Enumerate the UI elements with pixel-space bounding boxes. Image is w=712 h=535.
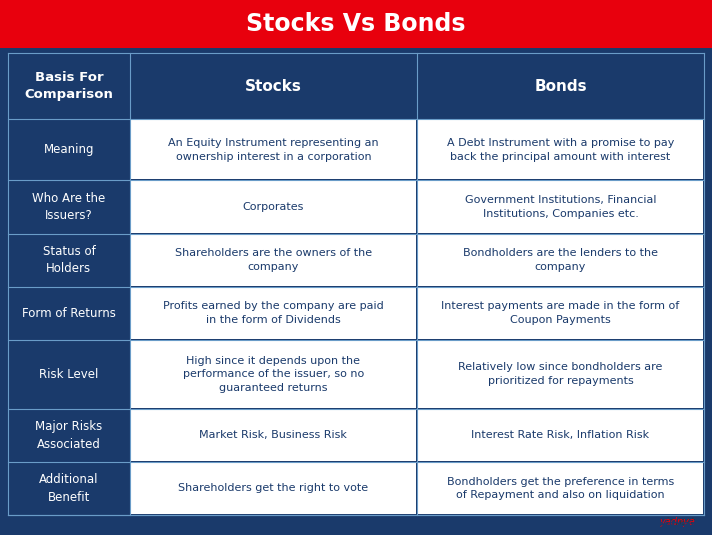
Bar bbox=[9, 410, 129, 461]
Bar bbox=[0, 0, 712, 48]
Text: Government Institutions, Financial
Institutions, Companies etc.: Government Institutions, Financial Insti… bbox=[465, 195, 656, 219]
Bar bbox=[418, 463, 703, 514]
Text: Additional
Benefit: Additional Benefit bbox=[39, 473, 99, 503]
Text: Stocks Vs Bonds: Stocks Vs Bonds bbox=[246, 12, 466, 36]
Text: Basis For
Comparison: Basis For Comparison bbox=[24, 71, 113, 102]
Text: Stocks: Stocks bbox=[245, 79, 302, 94]
Text: Risk Level: Risk Level bbox=[39, 368, 98, 381]
Text: Interest payments are made in the form of
Coupon Payments: Interest payments are made in the form o… bbox=[441, 301, 679, 325]
Text: yadnya: yadnya bbox=[659, 517, 695, 527]
Bar bbox=[131, 181, 416, 233]
Bar bbox=[131, 288, 416, 339]
Text: Shareholders get the right to vote: Shareholders get the right to vote bbox=[178, 484, 368, 493]
Bar bbox=[9, 181, 129, 233]
Text: An Equity Instrument representing an
ownership interest in a corporation: An Equity Instrument representing an own… bbox=[168, 138, 379, 162]
Bar bbox=[418, 54, 703, 118]
Text: Form of Returns: Form of Returns bbox=[22, 307, 116, 320]
Bar bbox=[131, 234, 416, 286]
Text: Status of
Holders: Status of Holders bbox=[43, 245, 95, 276]
Bar bbox=[9, 120, 129, 179]
Bar bbox=[418, 120, 703, 179]
Text: Bonds: Bonds bbox=[534, 79, 587, 94]
Bar bbox=[131, 410, 416, 461]
Bar bbox=[418, 288, 703, 339]
Bar bbox=[9, 341, 129, 408]
Text: Bondholders are the lenders to the
company: Bondholders are the lenders to the compa… bbox=[463, 248, 658, 272]
Bar bbox=[131, 463, 416, 514]
Text: Profits earned by the company are paid
in the form of Dividends: Profits earned by the company are paid i… bbox=[163, 301, 384, 325]
Bar bbox=[131, 341, 416, 408]
Bar bbox=[131, 120, 416, 179]
Bar bbox=[9, 288, 129, 339]
Bar bbox=[9, 463, 129, 514]
Text: High since it depends upon the
performance of the issuer, so no
guaranteed retur: High since it depends upon the performan… bbox=[183, 356, 364, 393]
Text: Shareholders are the owners of the
company: Shareholders are the owners of the compa… bbox=[174, 248, 372, 272]
Text: invest: invest bbox=[666, 517, 695, 527]
Bar bbox=[9, 234, 129, 286]
Text: Relatively low since bondholders are
prioritized for repayments: Relatively low since bondholders are pri… bbox=[459, 363, 663, 386]
Text: Who Are the
Issuers?: Who Are the Issuers? bbox=[32, 192, 105, 222]
Bar bbox=[131, 54, 416, 118]
Text: Interest Rate Risk, Inflation Risk: Interest Rate Risk, Inflation Risk bbox=[471, 430, 649, 440]
Text: Meaning: Meaning bbox=[43, 143, 94, 156]
Text: Market Risk, Business Risk: Market Risk, Business Risk bbox=[199, 430, 347, 440]
Bar bbox=[418, 181, 703, 233]
Text: Corporates: Corporates bbox=[243, 202, 304, 212]
Bar bbox=[9, 54, 129, 118]
Text: Bondholders get the preference in terms
of Repayment and also on liquidation: Bondholders get the preference in terms … bbox=[447, 477, 674, 500]
Bar bbox=[8, 53, 704, 515]
Text: investyadnya: investyadnya bbox=[638, 520, 712, 530]
Text: A Debt Instrument with a promise to pay
back the principal amount with interest: A Debt Instrument with a promise to pay … bbox=[446, 138, 674, 162]
Bar bbox=[418, 341, 703, 408]
Bar bbox=[418, 234, 703, 286]
Bar bbox=[418, 410, 703, 461]
Text: Major Risks
Associated: Major Risks Associated bbox=[36, 420, 103, 450]
